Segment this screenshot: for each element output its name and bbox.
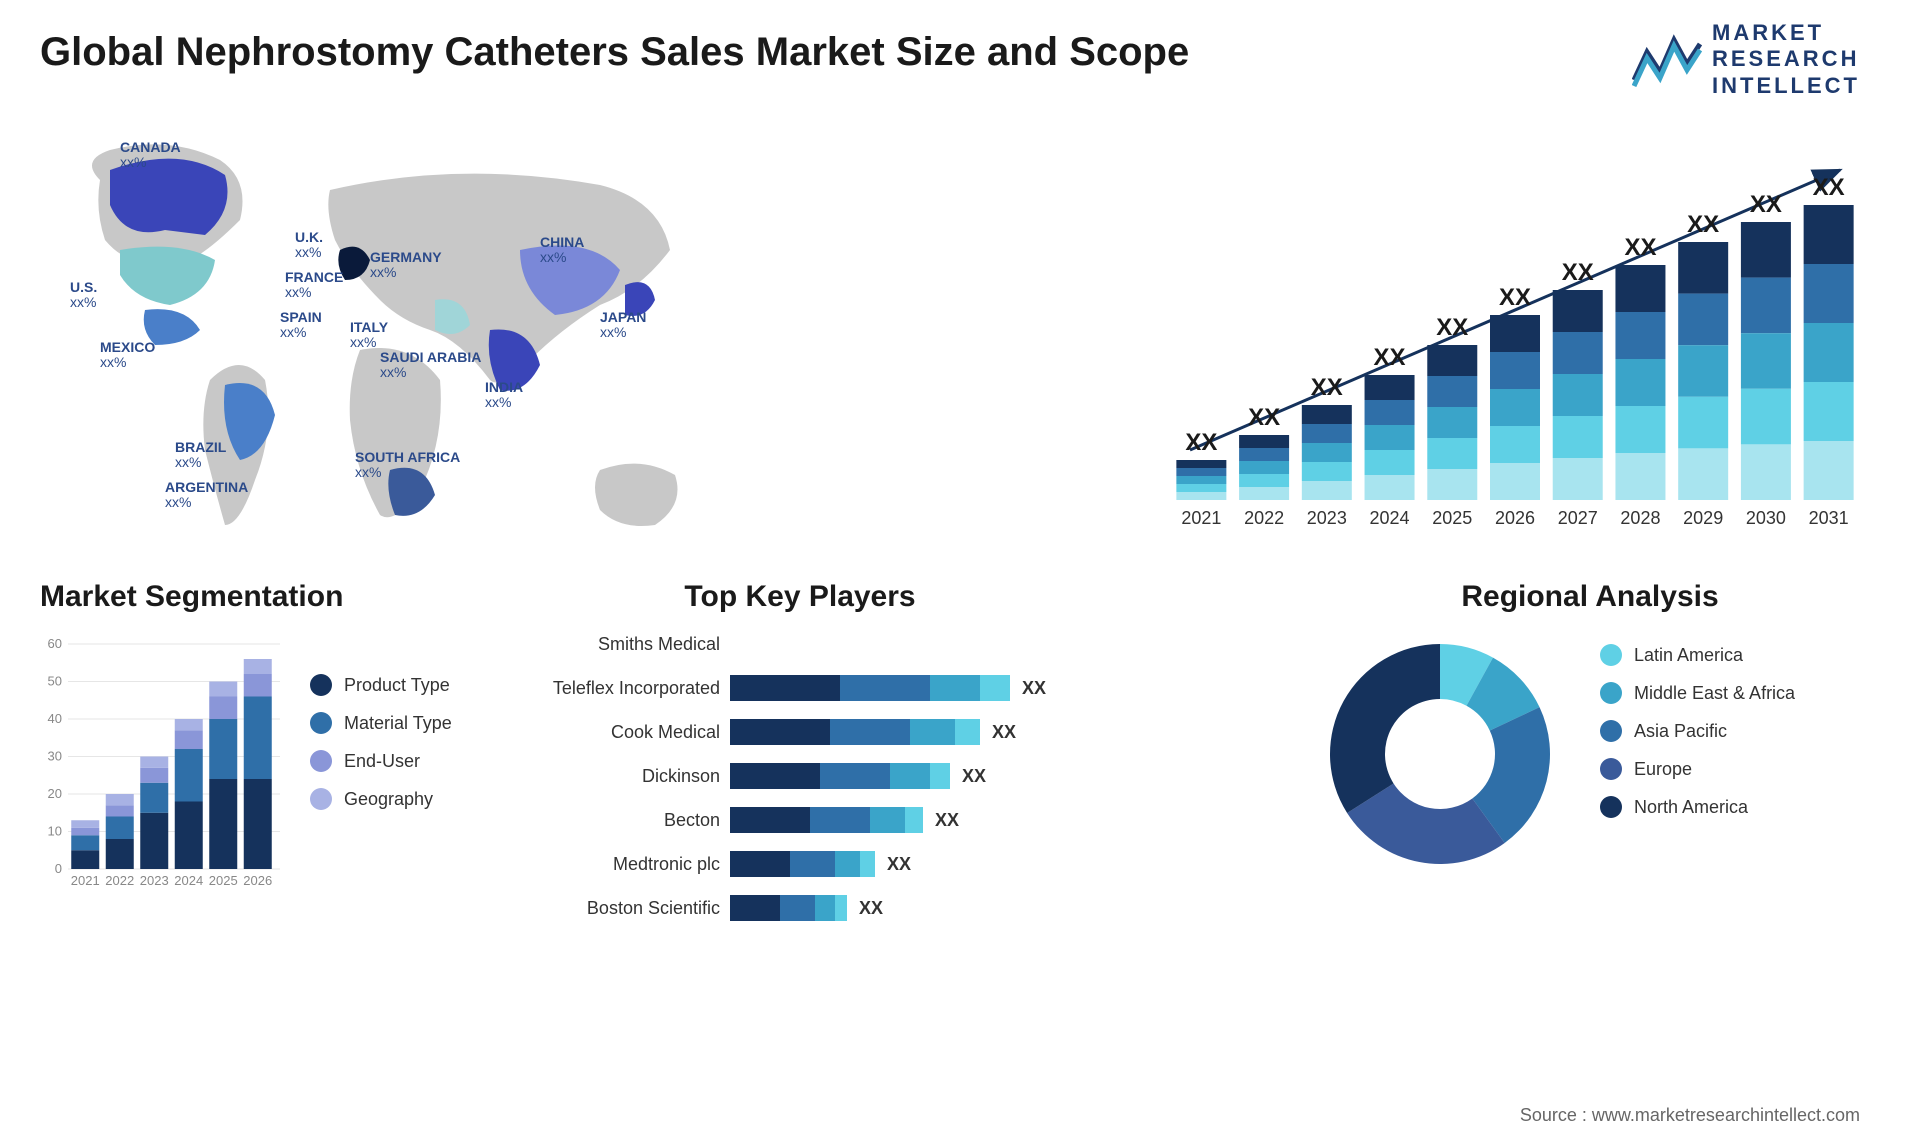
svg-text:XX: XX [1248,404,1280,431]
seg-legend-item: Geography [310,788,452,810]
source-text: Source : www.marketresearchintellect.com [1520,1105,1860,1126]
map-label-germany: GERMANYxx% [370,250,442,281]
svg-text:XX: XX [1562,259,1594,286]
svg-text:XX: XX [1436,314,1468,341]
seg-legend-item: End-User [310,750,452,772]
map-label-canada: CANADAxx% [120,140,181,171]
seg-legend-item: Material Type [310,712,452,734]
map-label-brazil: BRAZILxx% [175,440,226,471]
map-label-spain: SPAINxx% [280,310,322,341]
svg-text:XX: XX [1813,174,1845,201]
seg-title: Market Segmentation [40,580,480,614]
svg-text:XX: XX [1624,234,1656,261]
svg-text:2024: 2024 [174,873,203,888]
map-label-italy: ITALYxx% [350,320,388,351]
svg-text:2022: 2022 [105,873,134,888]
regional-legend-item: Latin America [1600,644,1795,666]
player-row: DickinsonXX [540,756,1060,796]
svg-text:XX: XX [1499,284,1531,311]
player-row: Cook MedicalXX [540,712,1060,752]
map-label-saudiarabia: SAUDI ARABIAxx% [380,350,481,381]
svg-text:2026: 2026 [1495,508,1535,528]
svg-text:2028: 2028 [1620,508,1660,528]
player-row: BectonXX [540,800,1060,840]
svg-text:2022: 2022 [1244,508,1284,528]
logo-line3: INTELLECT [1712,73,1860,99]
svg-text:2021: 2021 [71,873,100,888]
player-row: Teleflex IncorporatedXX [540,668,1060,708]
players-section: Top Key Players Smiths Medical Teleflex … [540,580,1060,932]
map-label-japan: JAPANxx% [600,310,646,341]
regional-legend-item: North America [1600,796,1795,818]
logo-icon [1632,32,1702,87]
players-title: Top Key Players [540,580,1060,614]
seg-legend: Product Type Material Type End-User Geograp… [310,634,452,894]
page-title: Global Nephrostomy Catheters Sales Marke… [40,30,1189,75]
map-label-china: CHINAxx% [540,235,584,266]
svg-text:10: 10 [48,824,62,839]
svg-text:2025: 2025 [209,873,238,888]
donut-chart [1320,634,1560,874]
svg-text:2030: 2030 [1746,508,1786,528]
map-label-france: FRANCExx% [285,270,343,301]
svg-text:XX: XX [1687,211,1719,238]
logo-line1: MARKET [1712,20,1860,46]
player-header: Smiths Medical [540,634,730,655]
svg-text:30: 30 [48,749,62,764]
seg-chart-svg: 0 10 20 30 40 50 60 2021 2022 2023 2024 2025 2026 [40,634,280,894]
player-row: Medtronic plcXX [540,844,1060,884]
svg-text:2027: 2027 [1558,508,1598,528]
regional-legend: Latin America Middle East & Africa Asia Pa… [1600,634,1795,874]
svg-text:2024: 2024 [1370,508,1410,528]
svg-text:60: 60 [48,636,62,651]
brand-logo: MARKET RESEARCH INTELLECT [1632,20,1860,99]
regional-section: Regional Analysis Latin America Middle Ea… [1320,580,1860,874]
svg-text:XX: XX [1374,344,1406,371]
svg-text:2021: 2021 [1181,508,1221,528]
map-label-argentina: ARGENTINAxx% [165,480,248,511]
player-row: Boston ScientificXX [540,888,1060,928]
logo-line2: RESEARCH [1712,46,1860,72]
svg-text:2029: 2029 [1683,508,1723,528]
svg-text:2026: 2026 [243,873,272,888]
svg-text:2023: 2023 [140,873,169,888]
svg-text:40: 40 [48,711,62,726]
svg-text:XX: XX [1185,429,1217,456]
growth-chart: XX 2021 XX 2022 XX 2023 XX 2024 XX 2025 XX 2026 XX 20… [1160,140,1860,540]
svg-text:2025: 2025 [1432,508,1472,528]
svg-text:50: 50 [48,674,62,689]
regional-legend-item: Europe [1600,758,1795,780]
world-map: CANADAxx% U.S.xx% MEXICOxx% BRAZILxx% ARGENT… [40,130,720,550]
svg-text:XX: XX [1311,374,1343,401]
regional-legend-item: Middle East & Africa [1600,682,1795,704]
svg-text:2023: 2023 [1307,508,1347,528]
svg-text:2031: 2031 [1809,508,1849,528]
map-label-mexico: MEXICOxx% [100,340,155,371]
map-label-us: U.S.xx% [70,280,97,311]
svg-text:20: 20 [48,786,62,801]
map-label-southafrica: SOUTH AFRICAxx% [355,450,460,481]
map-label-uk: U.K.xx% [295,230,323,261]
segmentation-section: Market Segmentation 0 10 20 30 40 50 60 2021 202… [40,580,480,894]
seg-legend-item: Product Type [310,674,452,696]
svg-text:XX: XX [1750,191,1782,218]
regional-title: Regional Analysis [1320,580,1860,614]
svg-text:0: 0 [55,861,62,876]
map-label-india: INDIAxx% [485,380,523,411]
regional-legend-item: Asia Pacific [1600,720,1795,742]
